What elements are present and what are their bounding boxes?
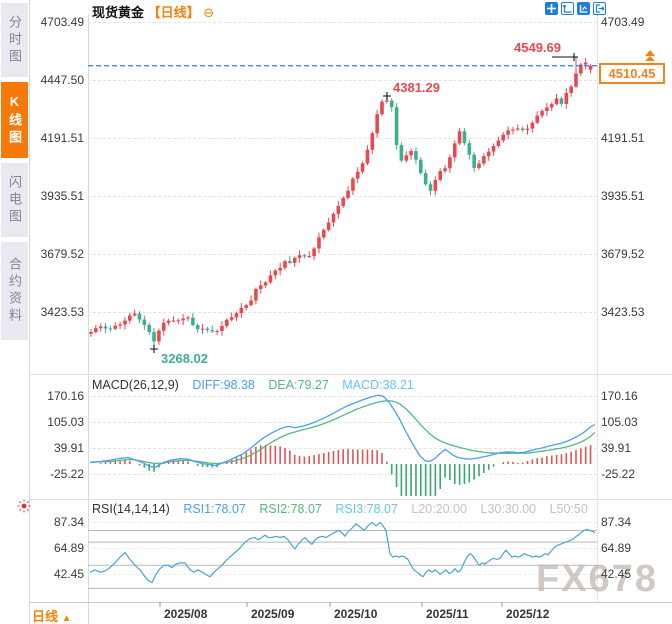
price-tick-right: 3935.51 xyxy=(601,189,645,203)
sidebar-tab-label: 合约资料 xyxy=(7,257,22,325)
sidebar-tab-time-chart[interactable]: 分时图 xyxy=(1,3,28,77)
xaxis-divider xyxy=(30,602,672,603)
symbol-name: 现货黄金 xyxy=(92,5,145,20)
rsi-name: RSI(14,14,14) xyxy=(92,502,170,516)
macd-header: MACD(26,12,9) DIFF:98.38 DEA:79.27 MACD:… xyxy=(92,378,424,392)
sidebar-tab-lightning-chart[interactable]: 闪电图 xyxy=(1,163,28,237)
rsi-l30-value: L30:30.00 xyxy=(480,502,537,516)
macd-name: MACD(26,12,9) xyxy=(92,378,179,392)
crosshair-icon[interactable] xyxy=(545,2,558,15)
price-tick-left: 3679.52 xyxy=(40,247,84,261)
gridline xyxy=(88,474,597,475)
last-price-box: 4510.45 xyxy=(599,63,665,84)
macd-dea-value: DEA:79.27 xyxy=(268,378,329,392)
gridline xyxy=(88,80,597,81)
price-tick-left: 4703.49 xyxy=(40,15,84,29)
macd-tick-left: 105.03 xyxy=(47,415,84,429)
rsi-tick-right: 87.34 xyxy=(601,515,632,529)
sidebar-tab-label: K线图 xyxy=(7,93,22,147)
price-tick-right: 3423.53 xyxy=(601,305,645,319)
session-high-label: 4549.69 xyxy=(514,40,561,55)
gridline xyxy=(88,196,597,197)
xaxis-label: 2025/08 xyxy=(164,607,208,621)
zoom-y-axis-icon[interactable] xyxy=(561,2,574,15)
rsi-panel-divider xyxy=(30,499,672,500)
gridline xyxy=(88,138,597,139)
macd-panel-divider xyxy=(30,374,672,375)
rsi-l50-value: L50:50 xyxy=(549,502,588,516)
xaxis-label: 2025/11 xyxy=(426,607,469,621)
sidebar-divider xyxy=(29,0,30,624)
period-selector-button[interactable]: 日线 ▲ xyxy=(32,606,72,624)
rsi-header: RSI(14,14,14) RSI1:78.07 RSI2:78.07 RSI3… xyxy=(92,502,598,516)
rsi2-value: RSI2:78.07 xyxy=(259,502,322,516)
gridline xyxy=(88,396,597,397)
chart-title: 现货黄金 【日线】 ⊖ xyxy=(92,2,214,21)
rsi-tick-left: 64.89 xyxy=(53,541,84,555)
price-tick-left: 3423.53 xyxy=(40,305,84,319)
macd-macd-value: MACD:38.21 xyxy=(342,378,414,392)
macd-tick-left: 39.91 xyxy=(53,441,84,455)
plot-right-border xyxy=(597,14,598,602)
xaxis-label: 2025/10 xyxy=(334,607,378,621)
plot-left-border xyxy=(88,14,89,624)
alert-blink-icon[interactable] xyxy=(16,498,32,514)
august-low-label: 3268.02 xyxy=(161,351,208,366)
price-tick-right: 3679.52 xyxy=(601,247,645,261)
gridline xyxy=(88,448,597,449)
rsi-l20-value: L20:20.00 xyxy=(411,502,468,516)
rsi-tick-left: 42.45 xyxy=(53,567,84,581)
rsi1-value: RSI1:78.07 xyxy=(183,502,246,516)
gridline xyxy=(88,254,597,255)
macd-diff-value: DIFF:98.38 xyxy=(192,378,255,392)
period-selector-label: 日线 xyxy=(32,609,59,624)
sidebar-tab-label: 分时图 xyxy=(7,14,22,66)
rsi-tick-left: 87.34 xyxy=(53,515,84,529)
macd-tick-right: -25.22 xyxy=(601,467,636,481)
price-tick-left: 4447.50 xyxy=(40,73,84,87)
exit-chart-icon[interactable] xyxy=(593,2,606,15)
price-tick-right: 4191.51 xyxy=(601,131,645,145)
xaxis-label: 2025/12 xyxy=(506,607,550,621)
collapse-icon[interactable]: ⊖ xyxy=(203,5,215,20)
gridline xyxy=(88,548,597,549)
october-peak-label: 4381.29 xyxy=(393,80,440,95)
macd-tick-right: 105.03 xyxy=(601,415,638,429)
rsi-tick-right: 64.89 xyxy=(601,541,632,555)
macd-tick-right: 170.16 xyxy=(601,389,638,403)
chevron-up-icon: ▲ xyxy=(61,613,72,624)
sidebar-tab-kline-chart[interactable]: K线图 xyxy=(1,82,28,158)
gridline xyxy=(88,312,597,313)
macd-tick-left: 170.16 xyxy=(47,389,84,403)
xaxis-label: 2025/09 xyxy=(251,607,295,621)
sidebar-tab-label: 闪电图 xyxy=(7,174,22,226)
sidebar-tab-contract-info[interactable]: 合约资料 xyxy=(1,242,28,340)
gridline xyxy=(88,522,597,523)
gridline xyxy=(88,422,597,423)
macd-tick-right: 39.91 xyxy=(601,441,632,455)
price-tick-left: 4191.51 xyxy=(40,131,84,145)
gridline xyxy=(88,574,597,575)
period-tag: 【日线】 xyxy=(147,5,200,20)
gridline xyxy=(88,22,597,23)
macd-tick-left: -25.22 xyxy=(49,467,84,481)
price-tick-left: 3935.51 xyxy=(40,189,84,203)
zoom-chart-icon[interactable] xyxy=(577,2,590,15)
rsi-tick-right: 42.45 xyxy=(601,567,632,581)
rsi3-value: RSI3:78.07 xyxy=(335,502,398,516)
price-tick-right: 4703.49 xyxy=(601,15,645,29)
